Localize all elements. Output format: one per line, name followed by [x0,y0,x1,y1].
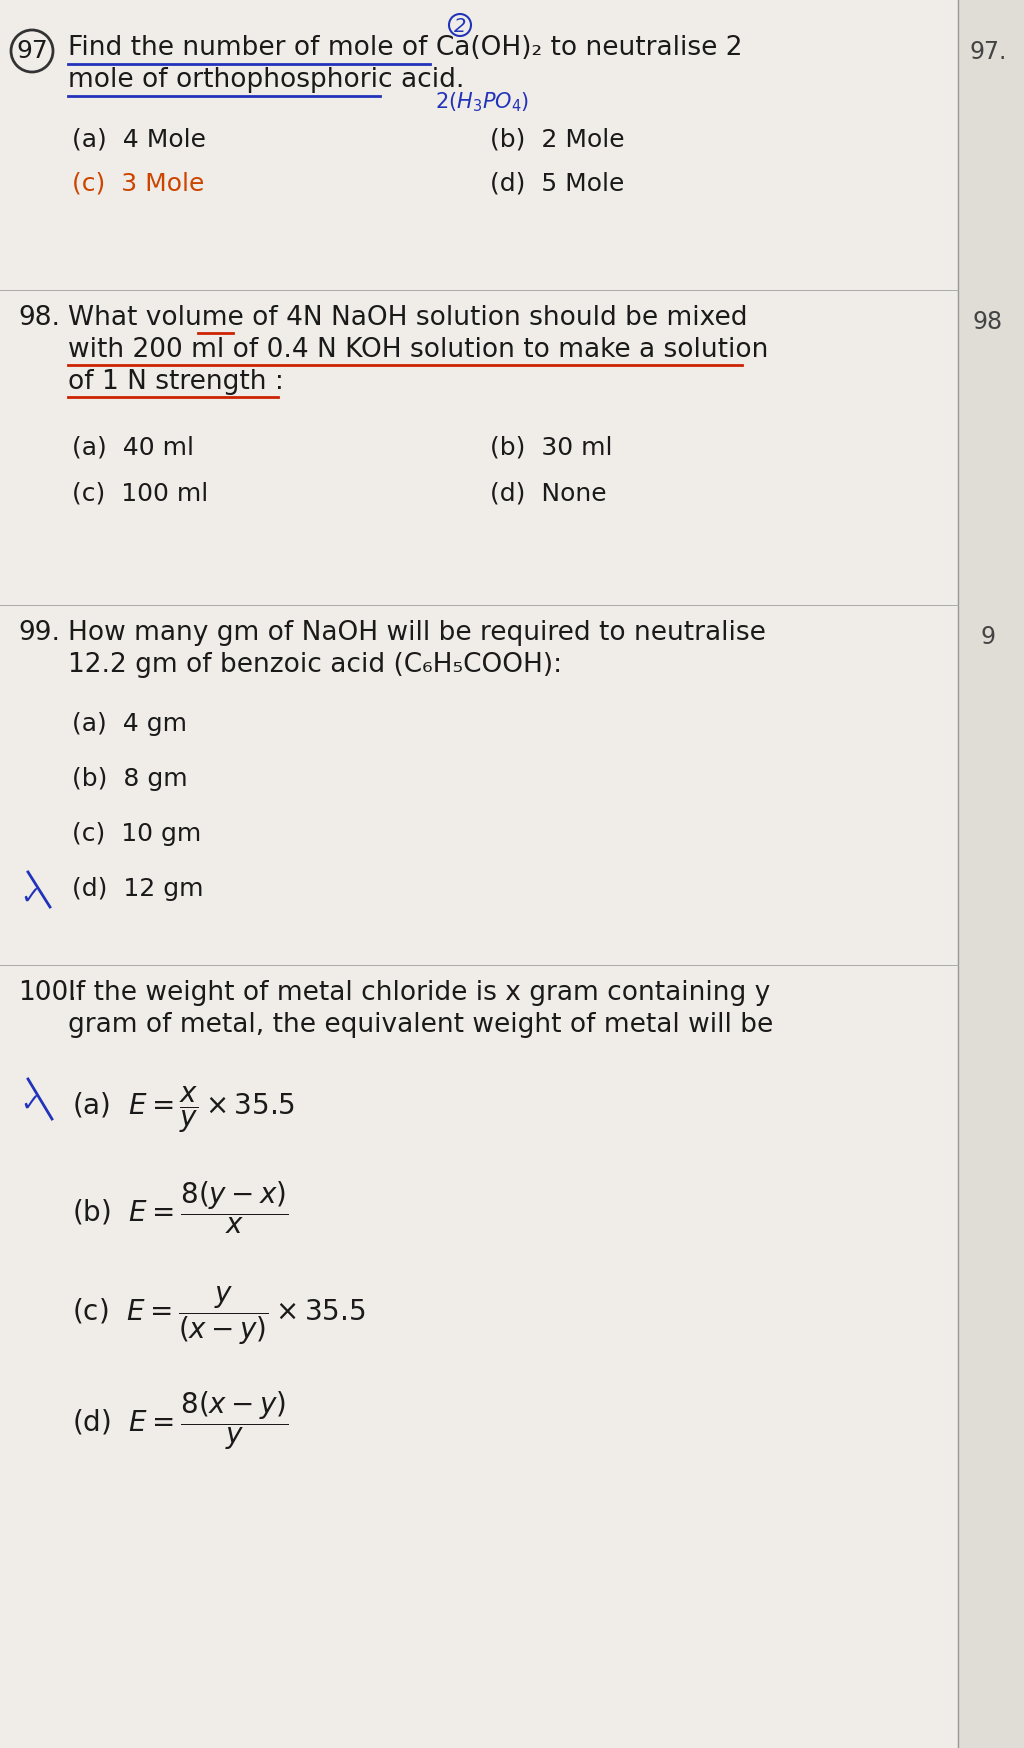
Text: Find the number of mole of Ca(OH)₂ to neutralise 2: Find the number of mole of Ca(OH)₂ to ne… [68,35,742,61]
Text: of 1 N strength :: of 1 N strength : [68,369,284,395]
Text: (d)  None: (d) None [490,481,606,505]
Text: 99.: 99. [18,621,60,647]
Text: (a)  $E = \dfrac{x}{y} \times 35.5$: (a) $E = \dfrac{x}{y} \times 35.5$ [72,1084,295,1134]
Text: (b)  30 ml: (b) 30 ml [490,435,612,460]
Text: ✓: ✓ [20,884,41,909]
Text: (d)  12 gm: (d) 12 gm [72,877,204,900]
Text: mole of orthophosphoric acid.: mole of orthophosphoric acid. [68,66,464,93]
Text: (a)  40 ml: (a) 40 ml [72,435,194,460]
Text: $2(H_3PO_4)$: $2(H_3PO_4)$ [435,89,529,114]
Text: What volume of 4N NaOH solution should be mixed: What volume of 4N NaOH solution should b… [68,304,748,330]
Text: (b)  2 Mole: (b) 2 Mole [490,128,625,150]
Text: (b)  $E = \dfrac{8(y - x)}{x}$: (b) $E = \dfrac{8(y - x)}{x}$ [72,1178,289,1236]
Text: (a)  4 gm: (a) 4 gm [72,711,187,736]
Text: 98.: 98. [18,304,60,330]
Text: with 200 ml of 0.4 N KOH solution to make a solution: with 200 ml of 0.4 N KOH solution to mak… [68,337,768,364]
Text: 2: 2 [454,17,466,37]
Text: (c)  $E = \dfrac{y}{(x - y)} \times 35.5$: (c) $E = \dfrac{y}{(x - y)} \times 35.5$ [72,1285,366,1346]
Text: (a)  4 Mole: (a) 4 Mole [72,128,206,150]
Text: (d)  $E = \dfrac{8(x - y)}{y}$: (d) $E = \dfrac{8(x - y)}{y}$ [72,1390,289,1451]
Text: (c)  3 Mole: (c) 3 Mole [72,171,205,196]
Text: gram of metal, the equivalent weight of metal will be: gram of metal, the equivalent weight of … [68,1012,773,1038]
Text: (c)  100 ml: (c) 100 ml [72,481,208,505]
Text: 100.: 100. [18,981,77,1007]
Text: (d)  5 Mole: (d) 5 Mole [490,171,625,196]
Text: 98: 98 [973,309,1004,334]
Text: (c)  10 gm: (c) 10 gm [72,822,202,846]
Text: 9: 9 [981,626,995,649]
Text: ✓: ✓ [20,1092,41,1115]
Text: 12.2 gm of benzoic acid (C₆H₅COOH):: 12.2 gm of benzoic acid (C₆H₅COOH): [68,652,562,678]
Text: 97.: 97. [970,40,1007,65]
Text: If the weight of metal chloride is x gram containing y: If the weight of metal chloride is x gra… [68,981,770,1007]
Text: How many gm of NaOH will be required to neutralise: How many gm of NaOH will be required to … [68,621,766,647]
Text: (b)  8 gm: (b) 8 gm [72,767,187,792]
Text: 97: 97 [16,38,48,63]
